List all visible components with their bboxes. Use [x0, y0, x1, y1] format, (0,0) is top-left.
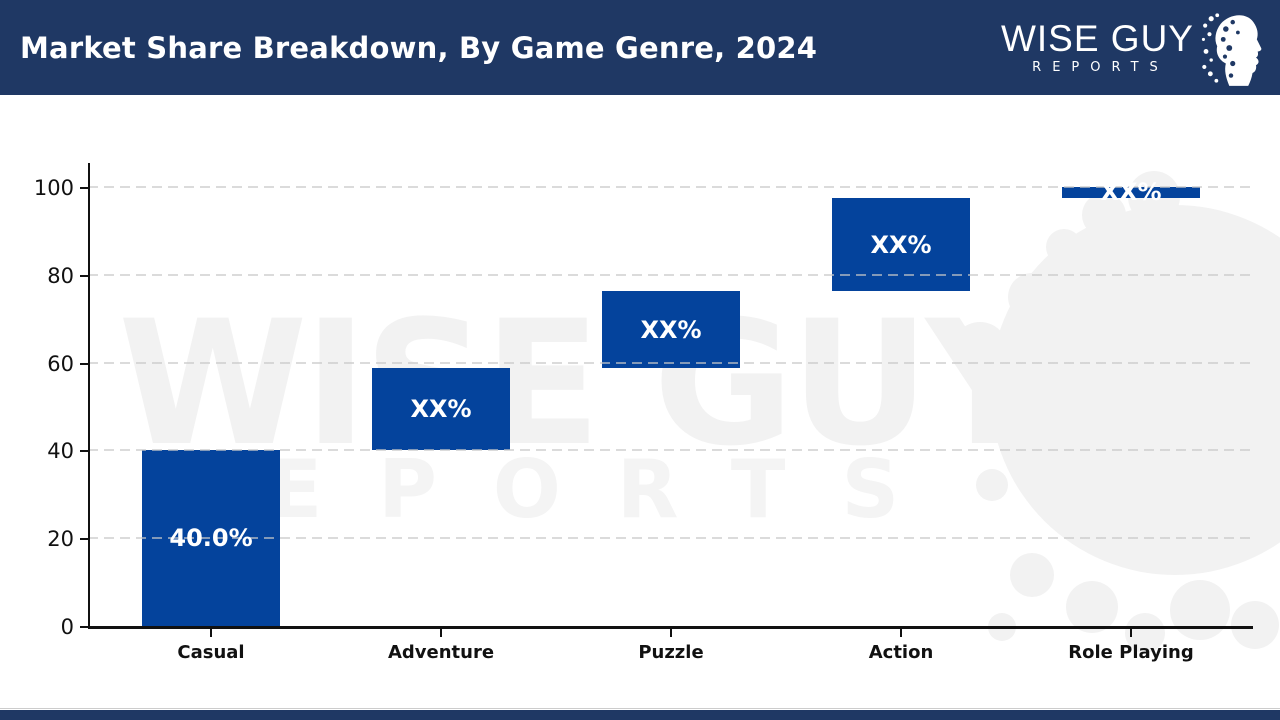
- bar-label-role-playing: XX%: [1100, 178, 1162, 207]
- x-tick-label-action: Action: [868, 642, 934, 663]
- bar-label-action: XX%: [870, 230, 932, 259]
- gridline-40: [88, 449, 1253, 452]
- watermark-face-icon: [952, 171, 1280, 653]
- logo-text: WISE GUY REPORTS: [1001, 20, 1194, 75]
- bar-puzzle: [602, 291, 740, 369]
- y-tick-20: [80, 538, 88, 541]
- x-tick-adventure: [440, 629, 442, 637]
- y-tick-label-80: 80: [47, 263, 74, 288]
- y-tick-0: [80, 626, 88, 628]
- gridline-80: [88, 273, 1253, 276]
- gridline-60: [88, 361, 1253, 364]
- gridline-20: [88, 537, 1253, 540]
- x-tick-label-role-playing: Role Playing: [1068, 642, 1194, 663]
- logo-subtext: REPORTS: [1032, 60, 1169, 75]
- logo-wordmark: WISE GUY: [1000, 18, 1194, 59]
- x-tick-label-puzzle: Puzzle: [638, 642, 704, 663]
- wiseguy-face-icon: [1201, 12, 1262, 86]
- chart-area: WISE GUY REPORTS 40.0% XX% XX% XX% XX% 0 20 40 6…: [0, 95, 1280, 708]
- x-tick-casual: [210, 629, 212, 637]
- x-tick-role-playing: [1130, 629, 1132, 637]
- x-tick-puzzle: [670, 629, 672, 637]
- y-tick-label-60: 60: [47, 351, 74, 376]
- bar-adventure: [372, 368, 510, 451]
- bar-label-puzzle: XX%: [640, 315, 702, 344]
- y-axis-spine: [88, 163, 90, 628]
- y-tick-label-0: 0: [60, 615, 74, 639]
- bar-role-playing: [1062, 187, 1200, 198]
- y-tick-100: [80, 187, 88, 189]
- y-tick-40: [80, 450, 88, 453]
- y-tick-label-100: 100: [33, 176, 74, 200]
- y-tick-label-20: 20: [47, 527, 74, 552]
- bar-label-casual: 40.0%: [169, 524, 253, 553]
- y-tick-80: [80, 274, 88, 277]
- wiseguy-logo: WISE GUY REPORTS: [1001, 7, 1262, 89]
- x-axis-spine: [88, 626, 1253, 629]
- x-tick-label-casual: Casual: [177, 642, 245, 663]
- y-tick-label-40: 40: [47, 439, 74, 464]
- x-tick-label-adventure: Adventure: [387, 642, 495, 663]
- chart-title: Market Share Breakdown, By Game Genre, 2…: [20, 30, 818, 65]
- header: Market Share Breakdown, By Game Genre, 2…: [0, 0, 1280, 95]
- footer-bar: [0, 710, 1280, 720]
- bar-label-adventure: XX%: [410, 395, 472, 424]
- gridline-100: [88, 186, 1253, 188]
- x-tick-action: [900, 629, 902, 637]
- bottom-hairline: [0, 708, 1280, 709]
- y-tick-60: [80, 362, 88, 365]
